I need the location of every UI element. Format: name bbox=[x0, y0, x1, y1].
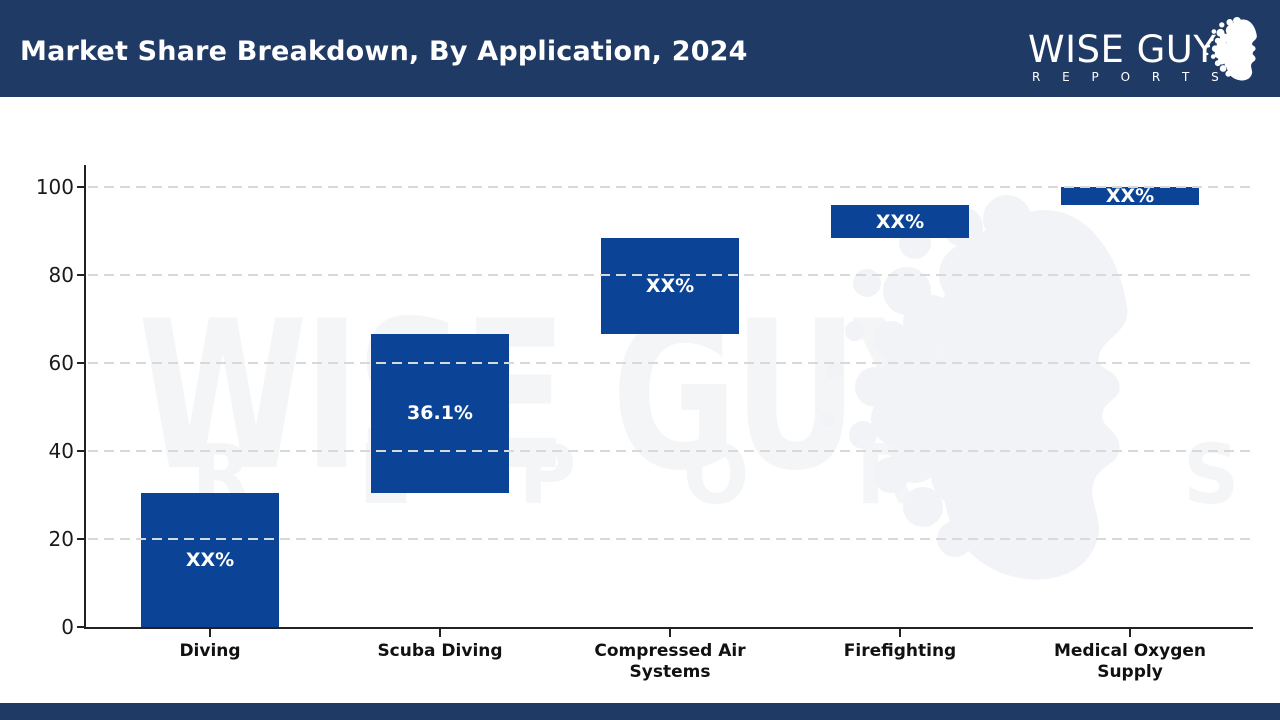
bar-value-label: XX% bbox=[1105, 185, 1155, 208]
bar-value-label: XX% bbox=[645, 274, 695, 297]
y-tick-label: 100 bbox=[35, 175, 74, 199]
x-tick-mark bbox=[899, 628, 901, 637]
y-tick-mark bbox=[77, 450, 86, 452]
gridline-100 bbox=[88, 186, 1253, 188]
y-tick-label: 20 bbox=[48, 527, 74, 551]
bar-medical-oxygen: XX% bbox=[1061, 185, 1199, 208]
logo-wordmark: WISE GUY bbox=[1028, 28, 1217, 71]
page-title: Market Share Breakdown, By Application, … bbox=[20, 36, 748, 67]
bar-compressed-air: XX% bbox=[601, 238, 739, 334]
bar-firefighting: XX% bbox=[831, 205, 969, 239]
logo-subtext: R E P O R T S bbox=[1032, 70, 1228, 84]
logo: WISE GUY R E P O R T S bbox=[1028, 6, 1268, 92]
bar-scuba-diving: 36.1% bbox=[371, 333, 509, 493]
y-tick-mark bbox=[77, 626, 86, 628]
y-tick-label: 60 bbox=[48, 351, 74, 375]
x-tick-mark bbox=[669, 628, 671, 637]
footer-bar bbox=[0, 703, 1280, 720]
x-axis-label: Diving bbox=[179, 641, 241, 661]
x-axis-label: Medical Oxygen Supply bbox=[1053, 641, 1207, 682]
y-tick-label: 40 bbox=[48, 439, 74, 463]
y-tick-label: 0 bbox=[61, 615, 74, 639]
x-tick-mark bbox=[1129, 628, 1131, 637]
y-axis-line bbox=[84, 165, 86, 629]
x-axis-label: Firefighting bbox=[843, 641, 957, 661]
gridline-20 bbox=[88, 538, 1253, 540]
x-axis-line bbox=[84, 627, 1253, 629]
y-tick-mark bbox=[77, 274, 86, 276]
watermark-wordmark: WISE GUY bbox=[138, 278, 965, 516]
gridline-60 bbox=[88, 362, 1253, 364]
bar-value-label: XX% bbox=[185, 548, 235, 571]
x-tick-mark bbox=[209, 628, 211, 637]
bar-value-label: 36.1% bbox=[407, 402, 473, 425]
header-bar: Market Share Breakdown, By Application, … bbox=[0, 0, 1280, 97]
x-axis-label: Scuba Diving bbox=[377, 641, 503, 661]
logo-head-icon bbox=[1206, 17, 1257, 81]
gridline-80 bbox=[88, 274, 1253, 276]
bar-diving: XX% bbox=[141, 492, 279, 627]
y-tick-mark bbox=[77, 362, 86, 364]
x-tick-mark bbox=[439, 628, 441, 637]
y-tick-mark bbox=[77, 186, 86, 188]
y-tick-mark bbox=[77, 538, 86, 540]
gridline-40 bbox=[88, 450, 1253, 452]
bar-value-label: XX% bbox=[875, 210, 925, 233]
x-axis-label: Compressed Air Systems bbox=[594, 641, 746, 682]
watermark-head-icon bbox=[819, 195, 1128, 580]
y-tick-label: 80 bbox=[48, 263, 74, 287]
